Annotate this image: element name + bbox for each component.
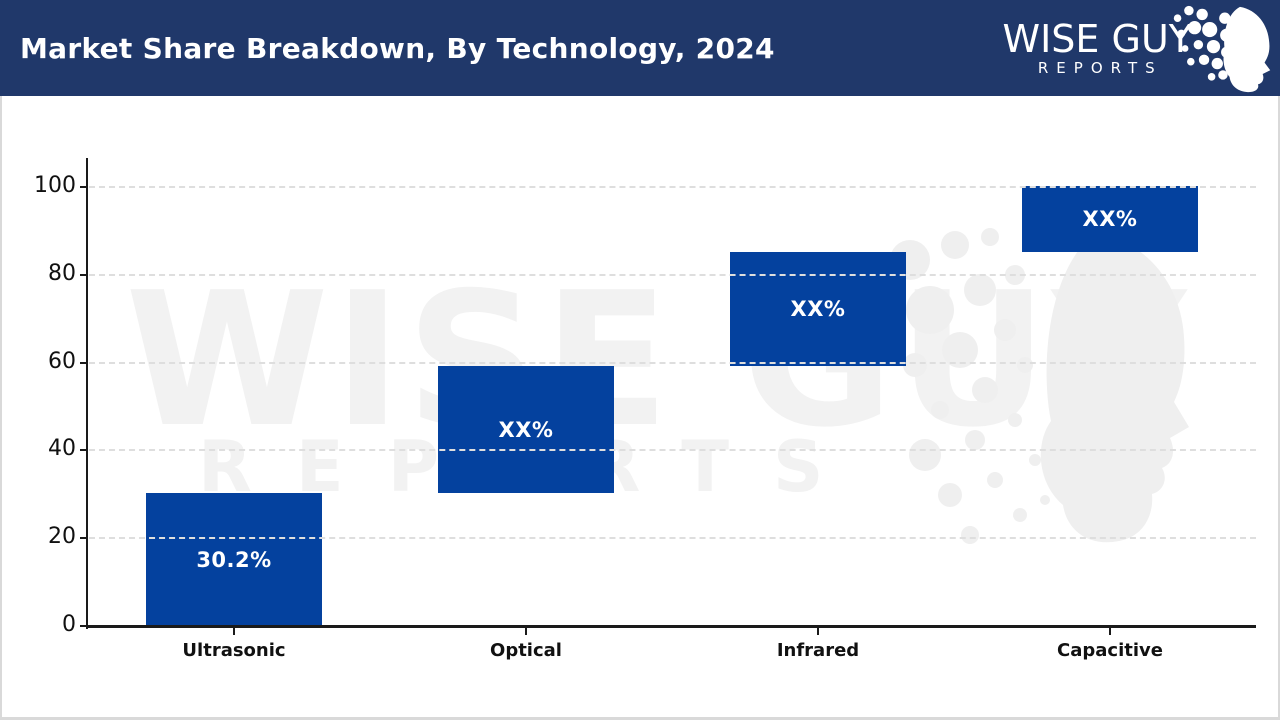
gridline-y20 [89,537,1256,540]
y-tick-label: 0 [62,612,76,637]
brand-logo-text: WISE GUY REPORTS [1003,20,1192,76]
y-tick-mark [80,537,87,540]
gridline-y60 [89,361,1256,364]
brand-logo: WISE GUY REPORTS [1003,3,1274,93]
x-category-label-ultrasonic: Ultrasonic [182,640,286,661]
x-category-label-infrared: Infrared [776,640,860,661]
x-category-label-optical: Optical [490,640,562,661]
bar-ultrasonic: 30.2% [146,493,322,626]
gridline-y80 [89,273,1256,276]
y-axis-line [86,158,88,629]
y-tick-label: 40 [48,436,76,462]
y-tick-label: 60 [48,348,76,374]
bar-infrared: XX% [730,252,906,367]
bar-optical: XX% [438,366,614,494]
x-tick-mark [525,628,527,635]
x-category-label-capacitive: Capacitive [1057,640,1163,661]
y-tick-label: 20 [48,524,76,550]
y-tick-mark [80,361,87,364]
brand-logo-tagline: REPORTS [1037,59,1163,77]
y-tick-label: 80 [48,260,76,286]
face-profile-dots-icon [1173,5,1271,93]
header-bar: Market Share Breakdown, By Technology, 2… [0,0,1280,96]
x-tick-mark [817,628,819,635]
gridline-y40 [89,449,1256,452]
y-tick-label: 100 [34,173,76,198]
x-tick-mark [233,628,235,635]
bar-capacitive: XX% [1022,185,1198,253]
page-title: Market Share Breakdown, By Technology, 2… [20,31,775,65]
bar-value-label: 30.2% [196,547,272,572]
watermark-face-profile-icon [890,228,1189,544]
y-tick-mark [80,449,87,452]
y-tick-mark [80,273,87,276]
bar-value-label: XX% [1082,207,1138,232]
y-tick-mark [80,186,87,188]
x-tick-mark [1109,628,1111,635]
bar-value-label: XX% [498,417,554,442]
x-axis-line [86,625,1256,628]
bar-value-label: XX% [790,297,846,322]
brand-logo-name: WISE GUY [1002,17,1192,61]
gridline-y100 [89,186,1256,188]
y-tick-mark [80,625,87,627]
